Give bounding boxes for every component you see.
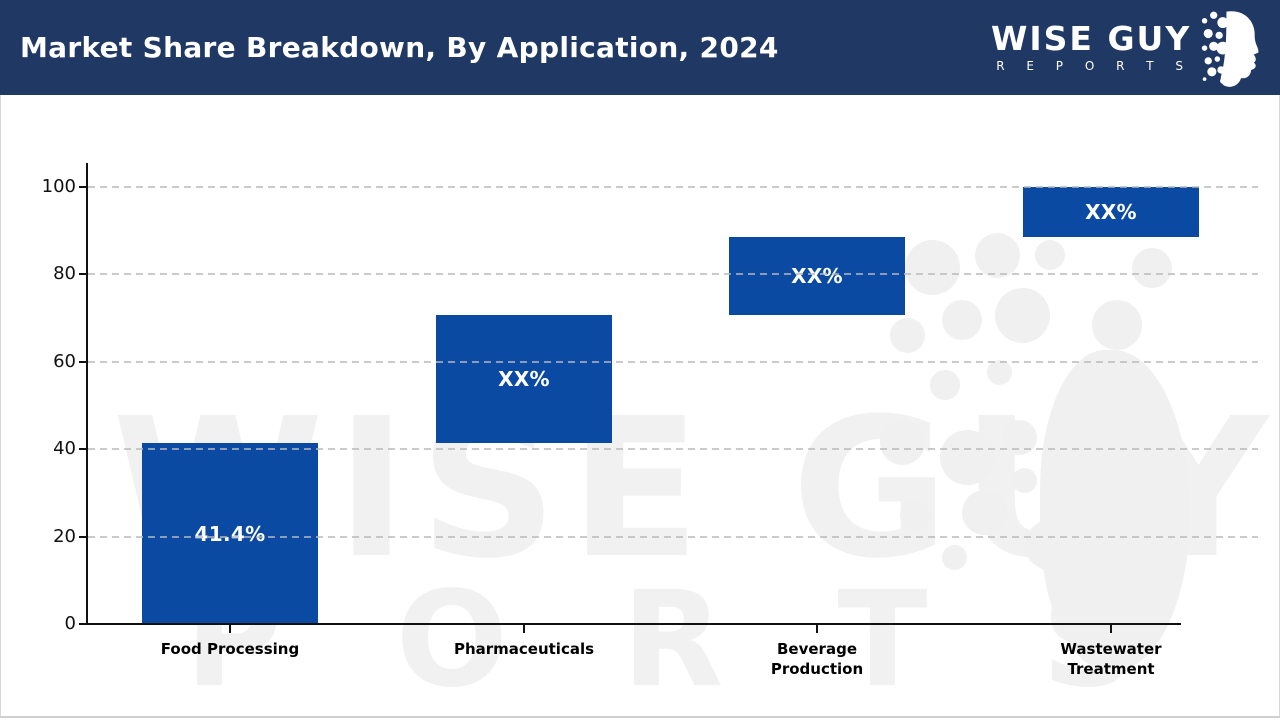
bar-wastewater-treatment: XX% xyxy=(1023,187,1199,238)
y-axis-tick-label: 80 xyxy=(53,263,76,285)
y-axis-tick-label: 60 xyxy=(53,350,76,372)
logo-head-icon xyxy=(1201,11,1259,87)
x-axis-label-pharmaceuticals: Pharmaceuticals xyxy=(414,639,634,659)
x-axis-tick xyxy=(523,625,525,633)
bar-value-label: 41.4% xyxy=(194,521,266,546)
header-bar: Market Share Breakdown, By Application, … xyxy=(0,0,1280,95)
y-axis-tick-label: 20 xyxy=(53,525,76,547)
y-axis-tick-label: 100 xyxy=(41,176,76,197)
bar-value-label: XX% xyxy=(1085,200,1137,225)
gridline-100 xyxy=(88,186,1258,188)
y-axis-tick xyxy=(79,273,87,276)
bar-value-label: XX% xyxy=(498,366,550,391)
gridline-60 xyxy=(88,360,1258,363)
y-axis-tick-label: 0 xyxy=(64,613,76,634)
logo-wordmark-line1: WISE GUY xyxy=(990,19,1192,58)
bar-value-label: XX% xyxy=(791,263,843,288)
x-axis-tick xyxy=(816,625,818,633)
y-axis-tick xyxy=(79,535,87,538)
y-axis-tick xyxy=(79,186,87,188)
bar-beverage-production: XX% xyxy=(729,237,905,315)
logo-wordmark-line2: R E P O R T S xyxy=(996,59,1192,73)
bar-food-processing: 41.4% xyxy=(142,443,318,624)
x-axis-label-food-processing: Food Processing xyxy=(120,639,340,659)
y-axis-tick xyxy=(79,360,87,363)
brand-logo: WISE GUY R E P O R T S xyxy=(990,8,1268,90)
card-border-left xyxy=(0,95,1,717)
x-axis-tick xyxy=(1110,625,1112,633)
x-axis-label-line: Production xyxy=(770,660,864,678)
bar-pharmaceuticals: XX% xyxy=(436,314,612,444)
x-axis-label-line: Wastewater xyxy=(1060,640,1162,658)
y-axis-line xyxy=(86,163,88,625)
gridline-80 xyxy=(88,273,1258,276)
x-axis-label-line: Treatment xyxy=(1067,660,1155,678)
gridline-40 xyxy=(88,448,1258,451)
gridline-20 xyxy=(88,535,1258,538)
x-axis-line xyxy=(85,623,1181,625)
x-axis-label-line: Pharmaceuticals xyxy=(453,640,595,658)
y-axis-tick xyxy=(79,448,87,451)
footer-divider xyxy=(0,716,1280,718)
y-axis-tick-label: 40 xyxy=(53,438,76,460)
logo-wordmark: WISE GUY R E P O R T S xyxy=(990,22,1192,73)
x-axis-label-line: Beverage xyxy=(777,640,857,658)
x-axis-tick xyxy=(229,625,231,633)
chart-title: Market Share Breakdown, By Application, … xyxy=(20,31,779,64)
x-axis-label-line: Food Processing xyxy=(160,640,300,658)
x-axis-label-beverage-production: Beverage Production xyxy=(707,639,927,679)
x-axis-label-wastewater-treatment: Wastewater Treatment xyxy=(1001,639,1221,679)
y-axis-tick xyxy=(79,623,87,625)
